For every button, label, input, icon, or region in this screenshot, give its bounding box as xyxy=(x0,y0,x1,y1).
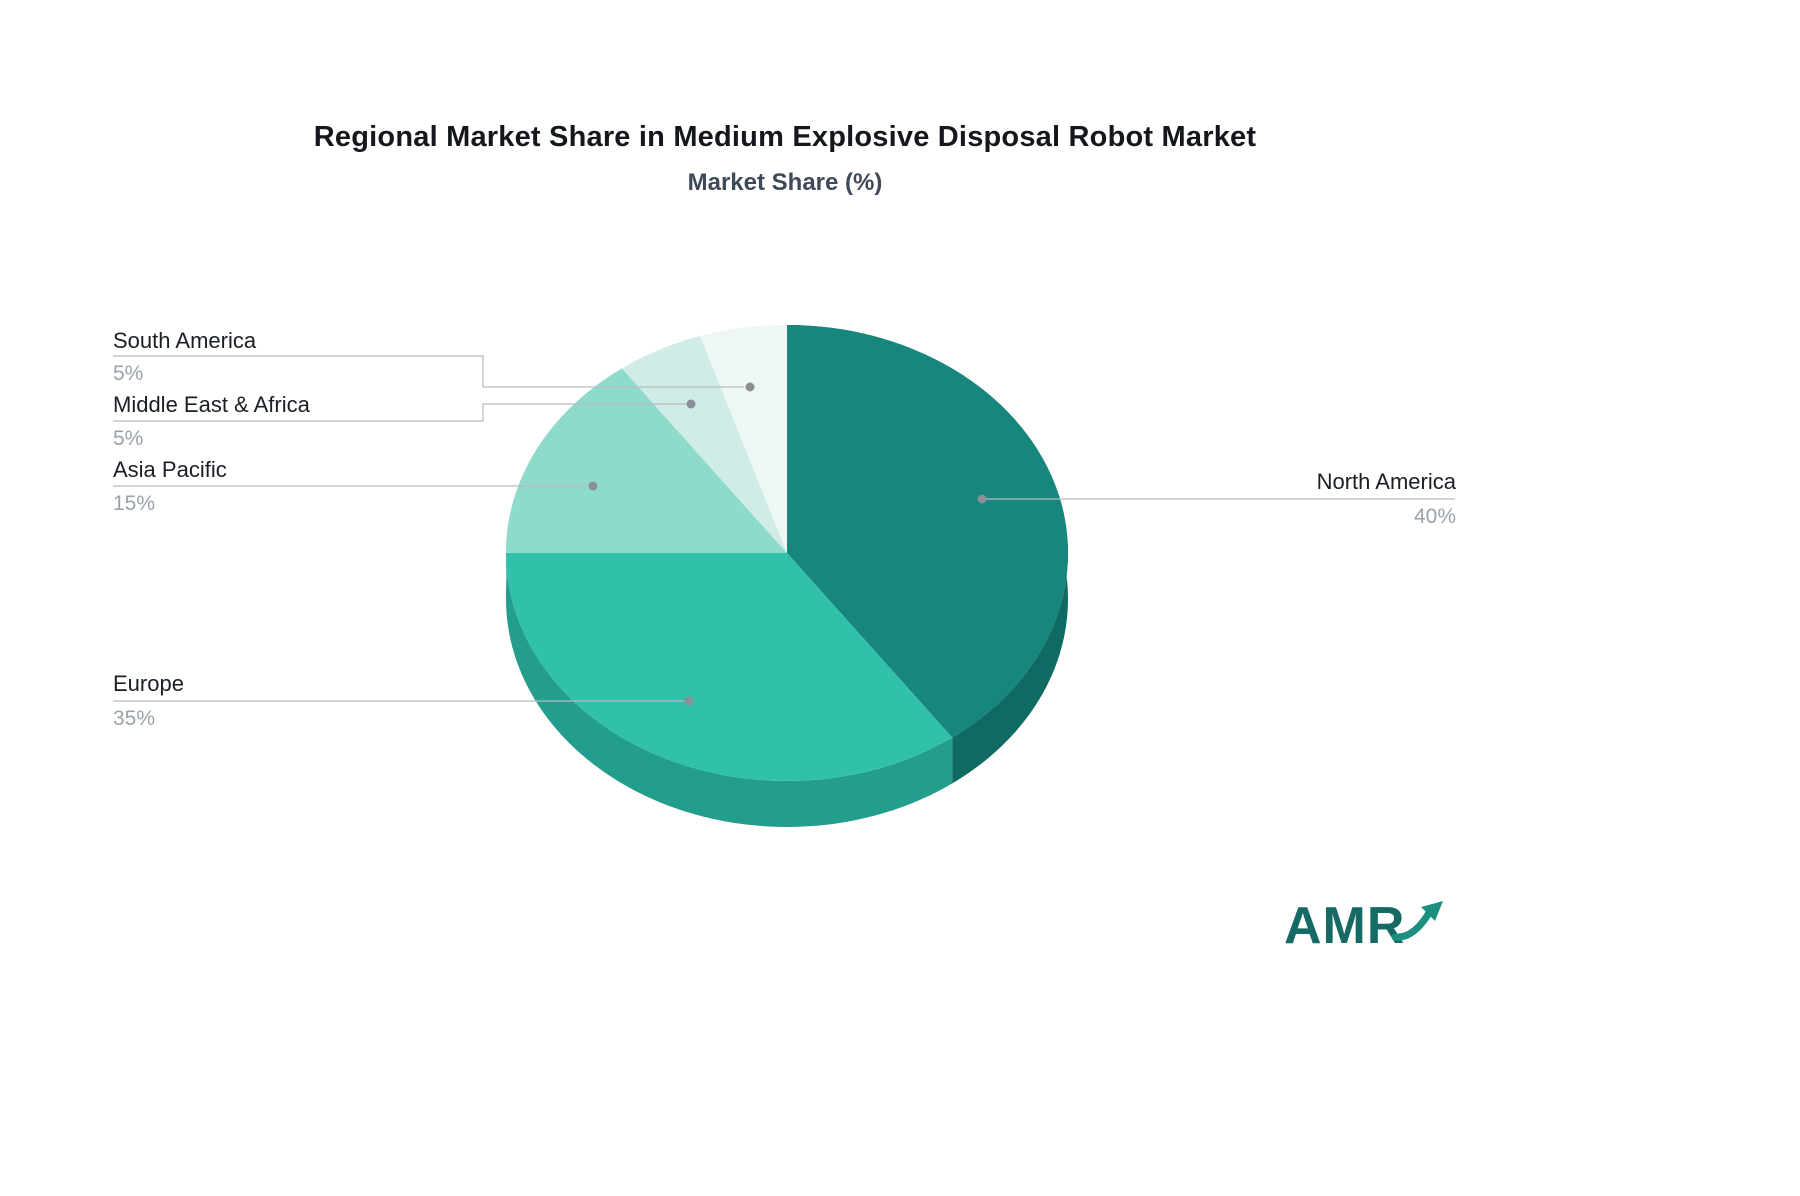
leader-line-middle-east-africa xyxy=(113,403,686,422)
pie-chart xyxy=(505,325,1069,828)
pie-slice-side-1 xyxy=(505,553,953,828)
leader-lines xyxy=(113,355,1455,702)
leader-dot-middle-east-africa xyxy=(686,399,696,409)
label-europe: Europe xyxy=(113,671,184,696)
leader-dot-europe xyxy=(684,696,694,706)
label-north-america: North America xyxy=(1316,469,1456,494)
value-europe: 35% xyxy=(113,707,156,730)
label-middle-east-africa: Middle East & Africa xyxy=(113,392,310,417)
pie-slice-0[interactable] xyxy=(787,325,1069,738)
chart-subtitle: Market Share (%) xyxy=(687,169,883,196)
value-south-america: 5% xyxy=(113,362,144,385)
pie-slice-2[interactable] xyxy=(506,368,787,553)
leader-dot-north-america xyxy=(977,494,987,504)
leader-dot-south-america xyxy=(745,382,755,392)
value-asia-pacific: 15% xyxy=(113,492,156,515)
amr-logo: AMR xyxy=(1284,896,1449,956)
pie-slice-4[interactable] xyxy=(700,325,787,553)
chart-title: Regional Market Share in Medium Explosiv… xyxy=(313,121,1257,153)
label-south-america: South America xyxy=(113,328,257,353)
amr-logo-arrow-icon xyxy=(1391,901,1444,941)
leader-dot-asia-pacific xyxy=(588,481,598,491)
label-asia-pacific: Asia Pacific xyxy=(113,457,227,482)
leader-dots xyxy=(588,382,987,706)
value-middle-east-africa: 5% xyxy=(113,427,144,450)
amr-logo-text: AMR xyxy=(1284,897,1406,955)
value-north-america: 40% xyxy=(1413,505,1456,528)
leader-line-south-america xyxy=(113,355,744,388)
pie-slice-1[interactable] xyxy=(505,553,953,782)
pie-slice-3[interactable] xyxy=(621,336,787,553)
